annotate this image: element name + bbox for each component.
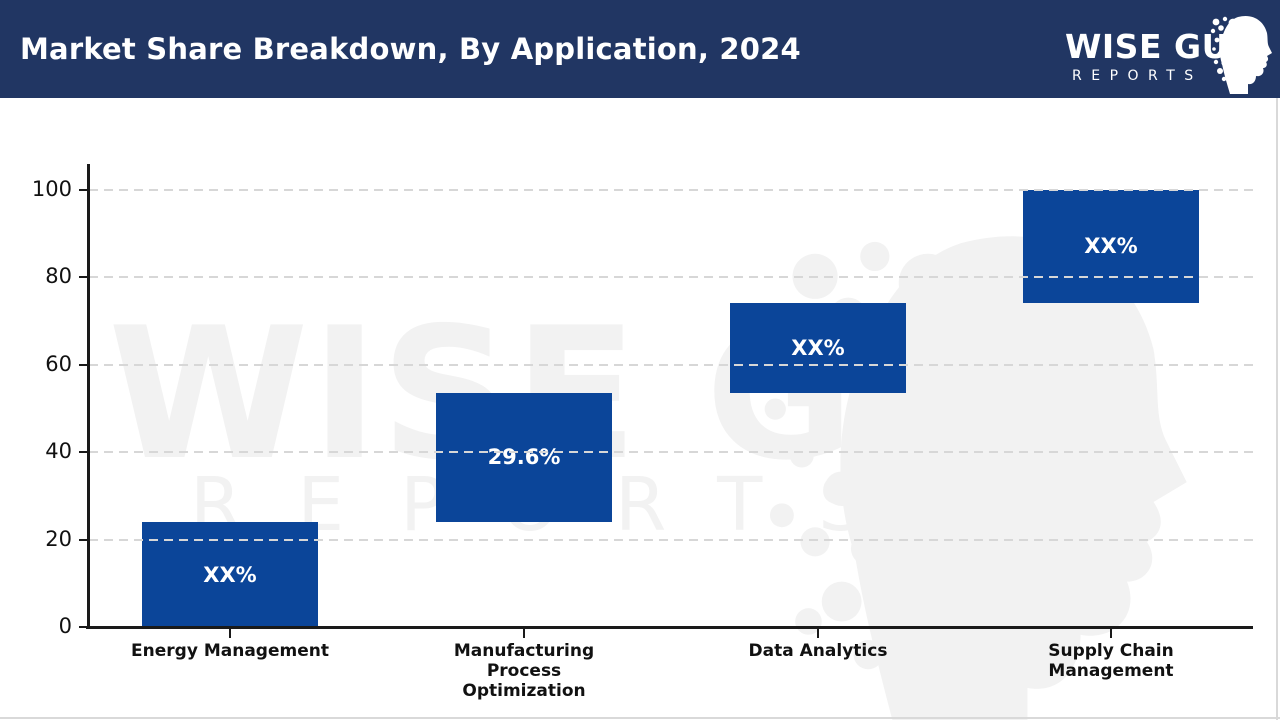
gridline-y40 <box>89 451 1253 453</box>
x-tick-1 <box>523 629 525 638</box>
frame-border-bottom <box>0 717 1280 719</box>
logo-head-icon <box>1210 16 1272 94</box>
y-tick-label-100: 100 <box>31 176 72 201</box>
y-tick-0 <box>79 626 87 628</box>
y-tick-80 <box>79 276 87 278</box>
x-tick-2 <box>817 629 819 638</box>
logo-sub-wordmark: REPORTS <box>1072 68 1203 84</box>
y-tick-label-20: 20 <box>45 526 72 551</box>
y-tick-100 <box>79 188 87 191</box>
watermark-head-icon <box>764 236 1187 720</box>
y-tick-60 <box>79 363 87 366</box>
x-tick-3 <box>1110 629 1112 638</box>
y-tick-40 <box>79 451 87 453</box>
gridline-y20 <box>89 538 1253 541</box>
bar-value-label: XX% <box>1084 234 1138 259</box>
bar-segment: XX% <box>730 303 906 393</box>
header: Market Share Breakdown, By Application, … <box>0 0 1280 98</box>
gridline-y80 <box>89 276 1253 278</box>
x-category-label: Energy Management <box>131 641 329 661</box>
x-category-label: Supply Chain Management <box>1048 641 1174 681</box>
chart-title: Market Share Breakdown, By Application, … <box>20 32 801 66</box>
gridline-y60 <box>89 363 1253 366</box>
x-category-label: Data Analytics <box>748 641 888 661</box>
bar-value-label: 29.6% <box>487 445 561 470</box>
y-tick-label-40: 40 <box>45 439 72 463</box>
y-tick-label-60: 60 <box>45 351 72 376</box>
y-tick-label-80: 80 <box>45 264 72 288</box>
bar-value-label: XX% <box>791 335 845 360</box>
y-tick-20 <box>79 538 87 541</box>
frame-border-right <box>1276 98 1278 720</box>
bar-value-label: XX% <box>203 562 257 587</box>
gridline-y100 <box>89 188 1253 191</box>
y-tick-label-0: 0 <box>58 614 72 638</box>
wise-guy-logo: WISE GUY REPORTS <box>1065 16 1272 94</box>
bar-segment: 29.6% <box>436 392 612 522</box>
y-axis-line <box>87 164 90 629</box>
x-category-label: Manufacturing Process Optimization <box>453 641 595 701</box>
x-axis-line <box>86 626 1253 629</box>
x-tick-0 <box>229 629 231 638</box>
bar-segment: XX% <box>1023 189 1199 304</box>
